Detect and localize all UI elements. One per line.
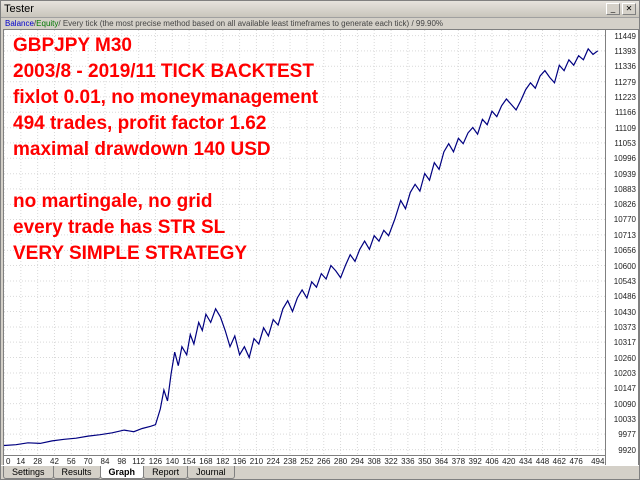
- y-axis-label: 11393: [614, 46, 636, 56]
- model-description: / Every tick (the most precise method ba…: [58, 19, 444, 28]
- tab-results[interactable]: Results: [52, 466, 101, 479]
- infobar-separator: /: [33, 19, 37, 28]
- x-axis-label: 364: [434, 457, 449, 466]
- balance-label: Balance: [5, 19, 34, 28]
- y-axis-label: 11279: [614, 77, 636, 87]
- titlebar[interactable]: Tester _ ✕: [1, 1, 639, 18]
- x-axis-label: 42: [50, 457, 59, 466]
- y-axis-label: 10713: [613, 230, 636, 240]
- test-settings-infobar: Balance / Equity / Every tick (the most …: [1, 18, 639, 29]
- y-axis-label: 11109: [614, 123, 636, 133]
- x-axis-label: 84: [100, 457, 110, 466]
- x-axis-label: 224: [266, 457, 280, 466]
- x-axis-label: 196: [232, 457, 247, 466]
- x-axis-label: 462: [552, 457, 566, 466]
- x-axis-label: 238: [283, 457, 297, 466]
- y-axis-label: 9977: [618, 430, 636, 440]
- x-axis-label: 476: [569, 457, 583, 466]
- x-axis-label: 420: [502, 457, 516, 466]
- y-axis-label: 10317: [613, 338, 636, 348]
- plot-column: GBPJPY M30 2003/8 - 2019/11 TICK BACKTES…: [4, 30, 605, 466]
- x-axis-label: 252: [300, 457, 314, 466]
- tab-journal[interactable]: Journal: [187, 466, 235, 479]
- y-axis-label: 10203: [613, 368, 636, 378]
- x-axis-label: 336: [401, 457, 415, 466]
- x-axis-label: 126: [148, 457, 163, 466]
- y-axis-label: 10260: [613, 353, 636, 363]
- equity-label: Equity: [36, 19, 59, 28]
- y-axis-label: 11223: [614, 92, 636, 102]
- x-axis-label: 294: [350, 457, 365, 466]
- y-axis-labels: 11449 11393 11336 11279 11223 11166 11109 11053…: [605, 30, 638, 466]
- close-button[interactable]: ✕: [622, 3, 636, 15]
- tab-settings[interactable]: Settings: [3, 466, 54, 479]
- window-title: Tester: [4, 3, 34, 15]
- x-axis-label: 154: [182, 457, 196, 466]
- x-axis-label: 266: [317, 457, 331, 466]
- y-axis-label: 10600: [613, 261, 636, 271]
- x-axis-label: 378: [451, 457, 466, 466]
- tab-report[interactable]: Report: [143, 466, 189, 479]
- tester-tabs: Settings Results Graph Report Journal: [1, 465, 639, 479]
- x-axis-label: 434: [518, 457, 533, 466]
- y-axis-label: 10373: [613, 322, 636, 332]
- x-axis-label: 494: [591, 457, 605, 466]
- x-axis-label: 392: [468, 457, 482, 466]
- x-axis-label: 280: [333, 457, 348, 466]
- tab-graph[interactable]: Graph: [99, 466, 145, 479]
- y-axis-label: 10770: [613, 215, 636, 225]
- y-axis-label: 11166: [614, 108, 636, 118]
- x-axis-label: 406: [485, 457, 499, 466]
- x-axis-label: 70: [83, 457, 93, 466]
- x-axis-label: 350: [418, 457, 432, 466]
- x-axis-label: 322: [384, 457, 398, 466]
- x-axis-label: 14: [16, 457, 26, 466]
- y-axis-label: 10883: [613, 184, 636, 194]
- y-axis-label: 10656: [613, 246, 636, 256]
- y-axis-label: 10430: [613, 307, 636, 317]
- minimize-button[interactable]: _: [606, 3, 620, 15]
- x-axis-label: 448: [535, 457, 550, 466]
- y-axis-label: 10486: [613, 292, 636, 302]
- y-axis-label: 10939: [613, 169, 636, 179]
- y-axis-label: 10543: [613, 276, 636, 286]
- y-axis-label: 10996: [613, 154, 636, 164]
- x-axis-label: 308: [367, 457, 381, 466]
- x-axis-label: 0: [6, 457, 11, 466]
- x-axis-label: 168: [199, 457, 213, 466]
- y-axis-label: 10090: [613, 399, 636, 409]
- y-axis-label: 10033: [613, 414, 636, 424]
- equity-curve-svg: [4, 30, 605, 455]
- x-axis-label: 182: [216, 457, 230, 466]
- equity-chart: GBPJPY M30 2003/8 - 2019/11 TICK BACKTES…: [3, 29, 639, 467]
- x-axis-label: 140: [165, 457, 179, 466]
- x-axis-label: 56: [66, 457, 76, 466]
- y-axis-label: 11053: [614, 138, 636, 148]
- plot-area[interactable]: GBPJPY M30 2003/8 - 2019/11 TICK BACKTES…: [4, 30, 605, 455]
- x-axis-label: 98: [117, 457, 127, 466]
- y-axis-label: 10826: [613, 200, 636, 210]
- y-axis-label: 10147: [613, 384, 636, 394]
- x-axis-labels: 0 14 28 42 56 70 84 98 112 126 140 154 168 182 196 210 2…: [4, 455, 605, 466]
- y-axis-label: 9920: [618, 445, 636, 455]
- y-axis-label: 11449: [614, 31, 636, 41]
- x-axis-label: 210: [249, 457, 264, 466]
- x-axis-label: 28: [33, 457, 43, 466]
- x-axis-label: 112: [132, 457, 145, 466]
- y-axis-label: 11336: [614, 62, 636, 72]
